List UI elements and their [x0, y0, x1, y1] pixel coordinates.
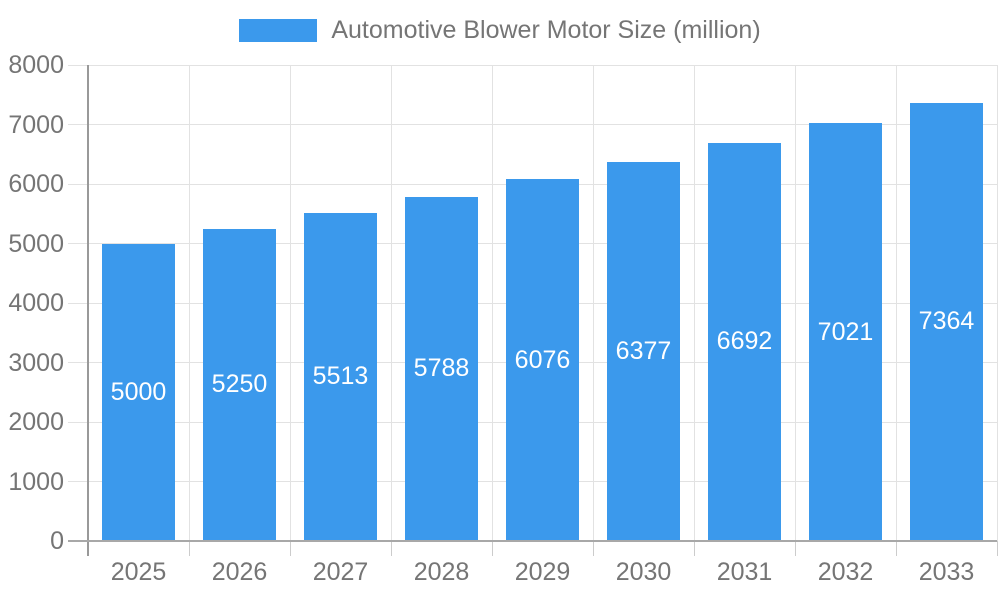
bar-value-label: 7021 — [817, 317, 874, 346]
legend-label: Automotive Blower Motor Size (million) — [331, 16, 761, 44]
x-axis-label: 2030 — [615, 558, 672, 586]
gridline-vertical — [188, 65, 190, 541]
gridline-vertical — [693, 65, 695, 541]
gridline-vertical — [592, 65, 594, 541]
gridline-vertical — [895, 65, 897, 541]
gridline-vertical — [794, 65, 796, 541]
bar-2028 — [405, 196, 478, 541]
x-axis-tick — [895, 541, 897, 556]
y-axis-label: 5000 — [8, 229, 64, 258]
bar-value-label: 7364 — [918, 307, 975, 336]
y-axis-label: 4000 — [8, 289, 64, 317]
x-axis-label: 2033 — [918, 558, 975, 586]
bar-value-label: 6076 — [514, 345, 571, 374]
x-axis-label: 2029 — [514, 558, 571, 586]
bar-2025 — [102, 243, 175, 541]
y-axis-label: 8000 — [8, 51, 64, 79]
x-axis-label: 2025 — [110, 558, 167, 586]
bar-value-label: 5788 — [413, 354, 470, 383]
x-axis-tick — [491, 541, 493, 556]
x-axis-label: 2032 — [817, 558, 874, 586]
x-axis-line — [68, 540, 997, 542]
x-axis-label: 2027 — [312, 558, 369, 586]
legend-swatch — [239, 18, 318, 42]
bar-value-label: 5250 — [211, 370, 268, 399]
bar-value-label: 5000 — [110, 377, 167, 406]
y-axis-label: 2000 — [8, 408, 64, 436]
x-axis-label: 2031 — [716, 558, 773, 586]
x-axis-tick — [693, 541, 695, 556]
y-axis-label: 3000 — [8, 348, 64, 377]
y-axis-line — [87, 65, 89, 556]
y-axis-label: 1000 — [8, 467, 64, 496]
legend: Automotive Blower Motor Size (million) — [0, 16, 1000, 44]
bar-value-label: 6692 — [716, 327, 773, 356]
gridline-vertical — [491, 65, 493, 541]
bar-2030 — [607, 161, 680, 541]
x-axis-label: 2026 — [211, 558, 268, 586]
bar-value-label: 5513 — [312, 362, 369, 391]
bar-2029 — [506, 179, 579, 541]
x-axis-tick — [390, 541, 392, 556]
bar-2032 — [809, 123, 882, 541]
bar-2031 — [708, 142, 781, 541]
x-axis-tick — [794, 541, 796, 556]
gridline-vertical — [289, 65, 291, 541]
bar-value-label: 6377 — [615, 336, 672, 365]
gridline-vertical — [996, 65, 998, 541]
gridline-horizontal — [68, 64, 997, 66]
x-axis-tick — [592, 541, 594, 556]
bar-2026 — [203, 228, 276, 541]
gridline-horizontal — [68, 124, 997, 125]
x-axis-tick — [289, 541, 291, 556]
y-axis-label: 6000 — [8, 170, 64, 198]
x-axis-label: 2028 — [413, 558, 470, 586]
x-axis-tick — [188, 541, 190, 556]
bar-2033 — [910, 102, 983, 541]
y-axis-label: 0 — [50, 527, 64, 555]
gridline-vertical — [390, 65, 392, 541]
x-axis-tick — [996, 541, 998, 556]
y-axis-label: 7000 — [8, 110, 64, 139]
bar-2027 — [304, 212, 377, 541]
